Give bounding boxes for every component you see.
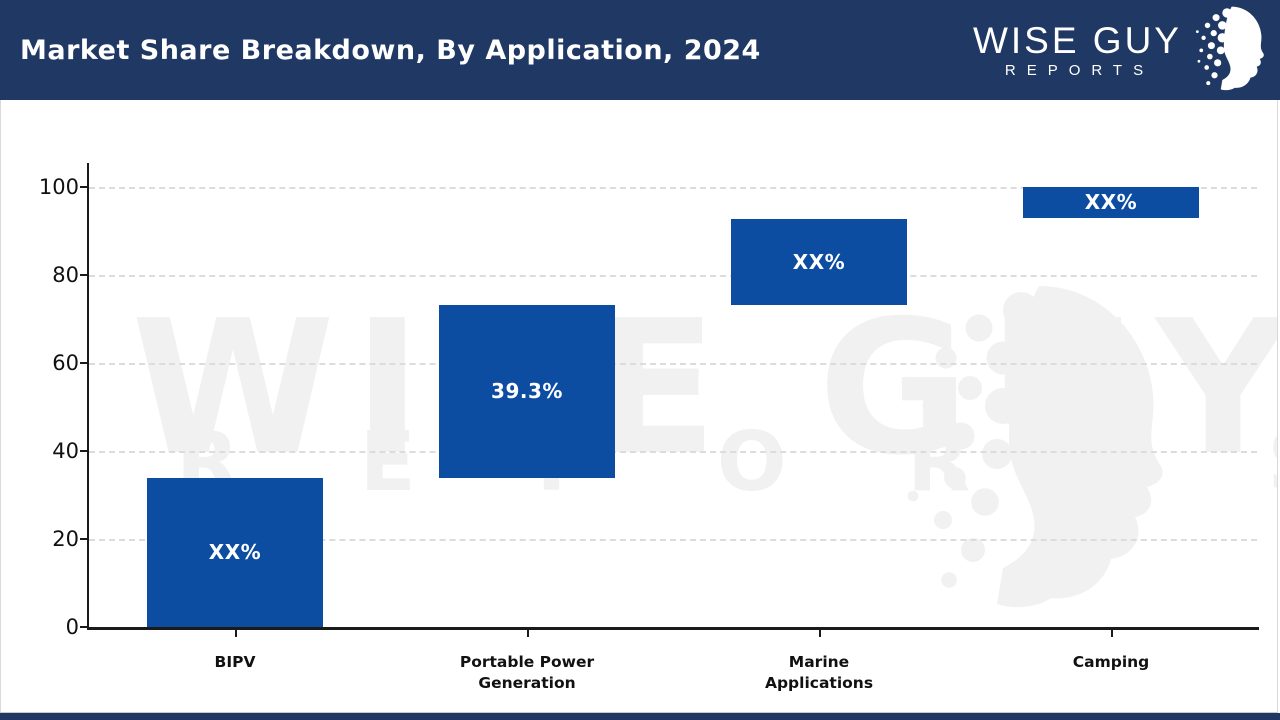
x-axis-spine: [87, 627, 1259, 630]
dotted-head-profile-icon: [1188, 5, 1266, 95]
bar-marine-applications[interactable]: XX%: [731, 219, 907, 305]
y-tick-label: 0: [65, 615, 79, 639]
bar-bipv[interactable]: XX%: [147, 477, 323, 627]
gridline: [89, 187, 1257, 189]
bar-value-label: XX%: [1084, 190, 1138, 215]
category-label-bipv: BIPV: [214, 653, 256, 671]
y-tick-mark: [80, 538, 87, 540]
gridline: [89, 363, 1257, 365]
category-label-portable-power-generation: Portable Power Generation: [459, 653, 595, 692]
bar-camping[interactable]: XX%: [1023, 187, 1199, 218]
y-tick-label: 100: [38, 175, 79, 199]
bar-value-label: XX%: [208, 540, 262, 565]
bar-value-label: XX%: [792, 250, 846, 274]
category-label-camping: Camping: [1072, 653, 1150, 671]
gridline: [89, 275, 1257, 277]
page-title: Market Share Breakdown, By Application, …: [20, 34, 761, 66]
gridline: [89, 451, 1257, 453]
y-tick-label: 40: [52, 439, 79, 463]
y-tick-mark: [80, 274, 87, 276]
x-tick-mark: [1111, 630, 1113, 637]
footer-bar: [0, 713, 1280, 720]
x-tick-mark: [819, 630, 821, 637]
gridline: [89, 539, 1257, 541]
plot-area: XX% 39.3% XX% XX%: [89, 187, 1257, 627]
wiseguy-logo-text: WISE GUY REPORTS: [973, 22, 1182, 78]
wiseguy-logo: WISE GUY REPORTS: [973, 5, 1266, 95]
y-tick-mark: [80, 626, 87, 628]
logo-subtitle: REPORTS: [1004, 62, 1155, 79]
x-tick-mark: [527, 630, 529, 637]
category-label-marine-applications: Marine Applications: [764, 653, 874, 692]
logo-wordmark: WISE GUY: [972, 20, 1182, 61]
y-tick-label: 60: [52, 351, 79, 375]
y-axis-labels: 0 20 40 60 80 100: [1, 175, 79, 639]
header-bar: Market Share Breakdown, By Application, …: [0, 0, 1280, 100]
y-tick-mark: [80, 186, 87, 188]
y-tick-mark: [80, 362, 87, 364]
bar-value-label: 39.3%: [491, 379, 563, 404]
y-tick-label: 80: [52, 263, 79, 287]
y-tick-label: 20: [52, 527, 79, 551]
x-tick-mark: [235, 630, 237, 637]
bar-portable-power-generation[interactable]: 39.3%: [439, 304, 615, 478]
y-tick-mark: [80, 450, 87, 452]
y-axis-spine: [87, 163, 89, 630]
